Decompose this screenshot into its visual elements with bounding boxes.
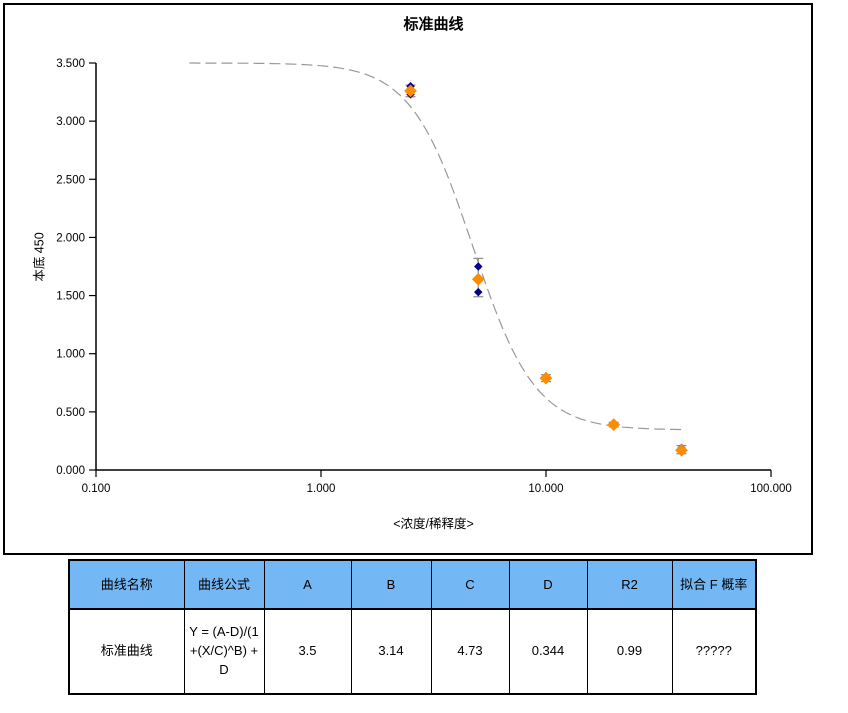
x-tick-label: 0.100 <box>82 483 111 495</box>
table-header-cell: 拟合 F 概率 <box>671 559 757 610</box>
table-row: 标准曲线 Y = (A-D)/(1+(X/C)^B) + D 3.5 3.14 4.73… <box>68 608 757 695</box>
mean-marker <box>404 84 417 98</box>
y-tick-label: 2.000 <box>56 232 85 244</box>
table-cell: 3.14 <box>350 608 432 695</box>
y-tick-label: 0.500 <box>56 407 85 419</box>
y-tick-label: 0.000 <box>56 465 85 477</box>
mean-marker <box>539 371 553 385</box>
table-header-cell: A <box>263 559 352 610</box>
x-axis-label: <浓度/稀释度> <box>393 517 474 531</box>
table-header-cell: R2 <box>586 559 673 610</box>
fit-curve <box>189 62 687 431</box>
y-tick-label: 2.500 <box>56 174 85 186</box>
chart-title: 标准曲线 <box>403 16 464 33</box>
table-header-cell: 曲线公式 <box>183 559 265 610</box>
table-header-cell: D <box>508 559 588 610</box>
standard-curve-panel: 3.500 3.000 2.500 2.000 1.500 1.000 0.500 0.000… <box>3 3 813 555</box>
table-header-cell: C <box>430 559 510 610</box>
table-header-cell: 曲线名称 <box>68 559 185 610</box>
table-cell: 0.99 <box>586 608 673 695</box>
table-cell: 0.344 <box>508 608 588 695</box>
table-header-cell: B <box>350 559 432 610</box>
y-tick-label: 3.500 <box>56 58 85 70</box>
curve-parameters-table: 曲线名称 曲线公式 A B C D R2 拟合 F 概率 标准曲线 Y = (A-D)/(1+(X… <box>68 559 757 695</box>
x-tick-label: 10.000 <box>528 483 563 495</box>
x-tick-label: 100.000 <box>750 483 792 495</box>
table-cell: 标准曲线 <box>68 608 185 695</box>
table-cell: 4.73 <box>430 608 510 695</box>
table-header-row: 曲线名称 曲线公式 A B C D R2 拟合 F 概率 <box>68 559 757 610</box>
replicate-marker <box>474 287 483 297</box>
replicate-marker <box>474 262 483 271</box>
table-cell: Y = (A-D)/(1+(X/C)^B) + D <box>183 608 265 695</box>
x-tick-label: 1.000 <box>307 483 336 495</box>
mean-marker <box>471 272 485 286</box>
y-tick-label: 1.000 <box>56 349 85 361</box>
mean-marker <box>607 418 621 432</box>
table-cell: ????? <box>671 608 757 695</box>
y-axis-label: 本底 450 <box>32 232 47 282</box>
y-tick-label: 3.000 <box>56 116 85 128</box>
standard-curve-plot: 3.500 3.000 2.500 2.000 1.500 1.000 0.500 0.000… <box>56 58 792 495</box>
table-cell: 3.5 <box>263 608 352 695</box>
y-tick-label: 1.500 <box>56 291 85 303</box>
